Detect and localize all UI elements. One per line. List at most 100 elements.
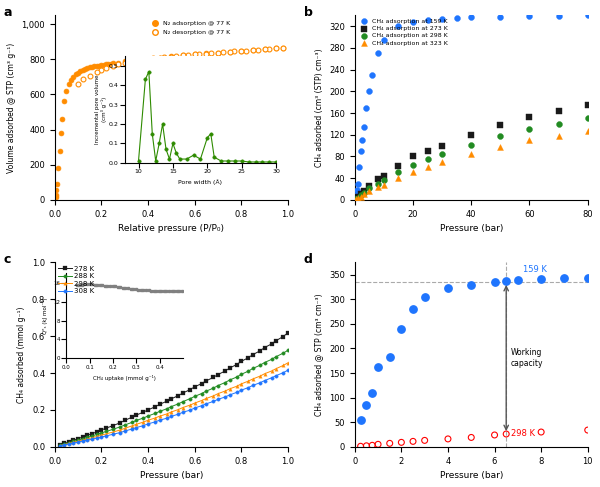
CH₄ adsorption at 273 K xyxy=(356,190,365,198)
278 K xyxy=(249,352,256,357)
Y-axis label: CH₄ adsorbed (cm³ (STP) cm⁻³): CH₄ adsorbed (cm³ (STP) cm⁻³) xyxy=(314,48,323,167)
298 K xyxy=(89,435,96,441)
308 K xyxy=(121,428,128,434)
298 K xyxy=(116,427,124,433)
Line: 308 K: 308 K xyxy=(58,369,290,448)
278 K xyxy=(191,384,198,390)
278 K xyxy=(284,330,292,336)
CH₄ adsorption at 273 K xyxy=(496,121,505,129)
288 K xyxy=(56,442,63,448)
CH₄ adsorption at 273 K xyxy=(423,147,433,155)
308 K xyxy=(116,430,124,435)
308 K xyxy=(70,440,77,446)
Point xyxy=(385,439,395,447)
288 K xyxy=(70,438,77,444)
CH₄ adsorption at 273 K xyxy=(365,182,374,189)
Point xyxy=(466,433,476,441)
CH₄ adsorption at 298 K xyxy=(554,120,563,128)
278 K xyxy=(65,439,73,445)
308 K xyxy=(128,426,136,432)
CH₄ adsorption at 159 K xyxy=(365,88,374,95)
278 K xyxy=(261,345,268,351)
298 K xyxy=(140,419,147,425)
CH₄ adsorption at 323 K xyxy=(356,193,365,201)
288 K xyxy=(187,396,194,402)
278 K xyxy=(221,368,229,374)
288 K xyxy=(238,372,245,377)
Point xyxy=(420,436,430,444)
288 K xyxy=(203,388,210,394)
CH₄ adsorption at 298 K xyxy=(365,185,374,192)
CH₄ adsorption at 159 K xyxy=(423,16,433,24)
288 K xyxy=(145,413,152,419)
308 K xyxy=(65,441,73,447)
X-axis label: Pressure (bar): Pressure (bar) xyxy=(440,471,503,480)
308 K xyxy=(168,413,175,419)
278 K xyxy=(268,341,275,347)
Point xyxy=(362,442,371,450)
308 K xyxy=(268,375,275,381)
278 K xyxy=(226,365,233,371)
278 K xyxy=(198,381,205,387)
298 K xyxy=(214,391,221,396)
CH₄ adsorption at 298 K xyxy=(373,180,383,187)
278 K xyxy=(238,358,245,364)
CH₄ adsorption at 159 K xyxy=(356,147,365,155)
Line: 298 K: 298 K xyxy=(58,361,290,448)
Line: 278 K: 278 K xyxy=(58,331,290,447)
288 K xyxy=(284,347,292,353)
Point xyxy=(397,325,406,333)
298 K xyxy=(93,433,100,439)
278 K xyxy=(145,407,152,413)
CH₄ adsorption at 298 K xyxy=(352,195,361,203)
288 K xyxy=(226,377,233,383)
CH₄ adsorption at 323 K xyxy=(379,181,389,188)
CH₄ adsorption at 159 K xyxy=(367,71,377,79)
Point xyxy=(408,437,418,445)
288 K xyxy=(198,391,205,396)
CH₄ adsorption at 159 K xyxy=(394,22,403,30)
CH₄ adsorption at 298 K xyxy=(379,176,389,184)
308 K xyxy=(151,419,158,425)
278 K xyxy=(179,390,187,396)
288 K xyxy=(256,362,263,368)
CH₄ adsorption at 298 K xyxy=(356,191,365,199)
CH₄ adsorption at 298 K xyxy=(496,132,505,140)
CH₄ adsorption at 273 K xyxy=(524,113,534,121)
278 K xyxy=(272,337,280,343)
X-axis label: Pressure (bar): Pressure (bar) xyxy=(440,224,503,233)
Y-axis label: Volume adsorbed @ STP (cm³ g⁻¹): Volume adsorbed @ STP (cm³ g⁻¹) xyxy=(7,42,16,173)
CH₄ adsorption at 273 K xyxy=(379,172,389,180)
Point xyxy=(443,284,453,292)
X-axis label: Relative pressure (P/P₀): Relative pressure (P/P₀) xyxy=(118,224,224,233)
308 K xyxy=(187,407,194,413)
Text: 159 K: 159 K xyxy=(523,265,547,274)
278 K xyxy=(74,436,82,442)
278 K xyxy=(214,372,221,377)
Text: 298 K: 298 K xyxy=(511,429,535,438)
Point xyxy=(490,431,499,439)
298 K xyxy=(198,397,205,403)
308 K xyxy=(145,421,152,427)
298 K xyxy=(74,438,82,444)
Point xyxy=(560,274,569,282)
298 K xyxy=(109,429,116,435)
CH₄ adsorption at 159 K xyxy=(554,12,563,20)
298 K xyxy=(221,388,229,394)
288 K xyxy=(116,424,124,430)
CH₄ adsorption at 159 K xyxy=(524,12,534,20)
288 K xyxy=(93,431,100,437)
Point xyxy=(502,277,511,284)
298 K xyxy=(145,417,152,423)
CH₄ adsorption at 323 K xyxy=(496,143,505,150)
Line: 288 K: 288 K xyxy=(58,349,290,447)
298 K xyxy=(133,421,140,427)
298 K xyxy=(128,423,136,429)
308 K xyxy=(133,425,140,431)
288 K xyxy=(151,411,158,416)
288 K xyxy=(233,374,240,380)
308 K xyxy=(226,392,233,398)
Point xyxy=(536,275,546,282)
288 K xyxy=(89,433,96,439)
308 K xyxy=(198,403,205,409)
